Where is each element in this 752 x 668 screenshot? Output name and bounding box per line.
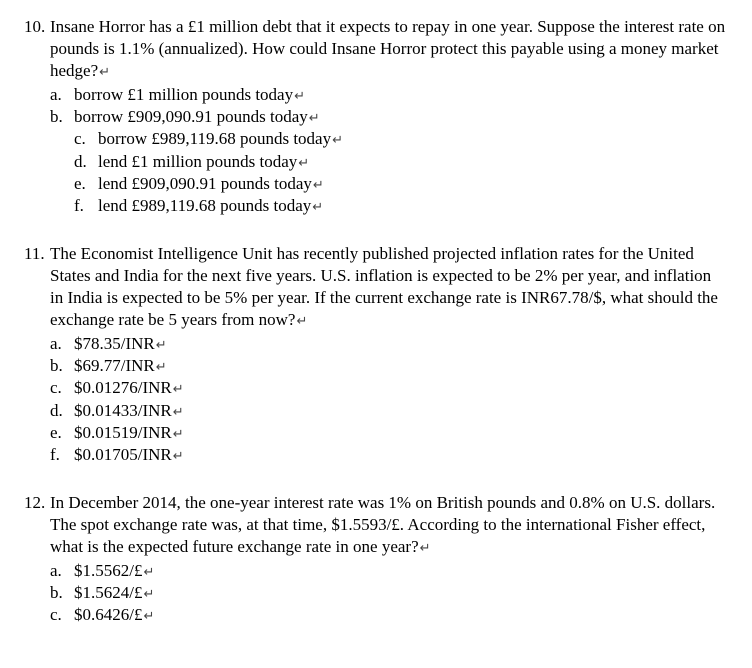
- option-text: $0.01519/INR↵: [74, 422, 184, 444]
- return-icon: ↵: [156, 359, 167, 374]
- option-text: $0.01433/INR↵: [74, 400, 184, 422]
- return-icon: ↵: [332, 132, 343, 147]
- question-stem: 12.In December 2014, the one-year intere…: [24, 492, 728, 558]
- return-icon: ↵: [312, 199, 323, 214]
- return-icon: ↵: [143, 586, 154, 601]
- return-icon: ↵: [143, 608, 154, 623]
- option: a.$78.35/INR↵: [50, 333, 728, 355]
- return-icon: ↵: [173, 448, 184, 463]
- option: d.$0.01433/INR↵: [50, 400, 728, 422]
- question-text: Insane Horror has a £1 million debt that…: [50, 16, 728, 82]
- return-icon: ↵: [173, 426, 184, 441]
- option-letter: c.: [50, 604, 74, 626]
- return-icon: ↵: [309, 110, 320, 125]
- return-icon: ↵: [143, 564, 154, 579]
- return-icon: ↵: [296, 313, 307, 328]
- document-body: 10.Insane Horror has a £1 million debt t…: [24, 16, 728, 626]
- option-text: $0.6426/£↵: [74, 604, 154, 626]
- return-icon: ↵: [294, 88, 305, 103]
- return-icon: ↵: [156, 337, 167, 352]
- option: b.borrow £909,090.91 pounds today↵: [50, 106, 728, 128]
- question: 10.Insane Horror has a £1 million debt t…: [24, 16, 728, 217]
- question-number: 11.: [24, 243, 50, 265]
- option-text: lend £1 million pounds today↵: [98, 151, 309, 173]
- option-letter: d.: [74, 151, 98, 173]
- option-letter: f.: [74, 195, 98, 217]
- option: b.$69.77/INR↵: [50, 355, 728, 377]
- option: d.lend £1 million pounds today↵: [50, 151, 728, 173]
- question-stem: 11.The Economist Intelligence Unit has r…: [24, 243, 728, 331]
- option-letter: c.: [74, 128, 98, 150]
- return-icon: ↵: [99, 64, 110, 79]
- return-icon: ↵: [313, 177, 324, 192]
- option-letter: a.: [50, 333, 74, 355]
- question-text: In December 2014, the one-year interest …: [50, 492, 728, 558]
- option-text: borrow £1 million pounds today↵: [74, 84, 305, 106]
- option-text: $78.35/INR↵: [74, 333, 167, 355]
- question-text: The Economist Intelligence Unit has rece…: [50, 243, 728, 331]
- option: f.$0.01705/INR↵: [50, 444, 728, 466]
- option-letter: c.: [50, 377, 74, 399]
- return-icon: ↵: [173, 404, 184, 419]
- option-text: $1.5562/£↵: [74, 560, 154, 582]
- option: e.lend £909,090.91 pounds today↵: [50, 173, 728, 195]
- option: e.$0.01519/INR↵: [50, 422, 728, 444]
- option-text: borrow £909,090.91 pounds today↵: [74, 106, 320, 128]
- option-letter: d.: [50, 400, 74, 422]
- option-letter: b.: [50, 355, 74, 377]
- option-letter: a.: [50, 560, 74, 582]
- option-letter: b.: [50, 582, 74, 604]
- option: c.$0.01276/INR↵: [50, 377, 728, 399]
- option-letter: a.: [50, 84, 74, 106]
- option-text: borrow £989,119.68 pounds today↵: [98, 128, 343, 150]
- option: b.$1.5624/£↵: [50, 582, 728, 604]
- option-text: $1.5624/£↵: [74, 582, 154, 604]
- option-letter: b.: [50, 106, 74, 128]
- option-text: $0.01276/INR↵: [74, 377, 184, 399]
- question-number: 12.: [24, 492, 50, 514]
- return-icon: ↵: [173, 381, 184, 396]
- option: c.borrow £989,119.68 pounds today↵: [50, 128, 728, 150]
- option: f.lend £989,119.68 pounds today↵: [50, 195, 728, 217]
- return-icon: ↵: [420, 540, 431, 555]
- options-list: a.$78.35/INR↵b.$69.77/INR↵c.$0.01276/INR…: [24, 333, 728, 466]
- question-stem: 10.Insane Horror has a £1 million debt t…: [24, 16, 728, 82]
- option-letter: f.: [50, 444, 74, 466]
- options-list: a.$1.5562/£↵b.$1.5624/£↵c.$0.6426/£↵: [24, 560, 728, 626]
- option-text: lend £989,119.68 pounds today↵: [98, 195, 323, 217]
- option: a.$1.5562/£↵: [50, 560, 728, 582]
- question: 12.In December 2014, the one-year intere…: [24, 492, 728, 627]
- question-number: 10.: [24, 16, 50, 38]
- option-text: lend £909,090.91 pounds today↵: [98, 173, 324, 195]
- option-text: $0.01705/INR↵: [74, 444, 184, 466]
- option: c.$0.6426/£↵: [50, 604, 728, 626]
- question: 11.The Economist Intelligence Unit has r…: [24, 243, 728, 466]
- option-text: $69.77/INR↵: [74, 355, 167, 377]
- option-letter: e.: [74, 173, 98, 195]
- option: a.borrow £1 million pounds today↵: [50, 84, 728, 106]
- option-letter: e.: [50, 422, 74, 444]
- return-icon: ↵: [298, 155, 309, 170]
- options-list: a.borrow £1 million pounds today↵b.borro…: [24, 84, 728, 217]
